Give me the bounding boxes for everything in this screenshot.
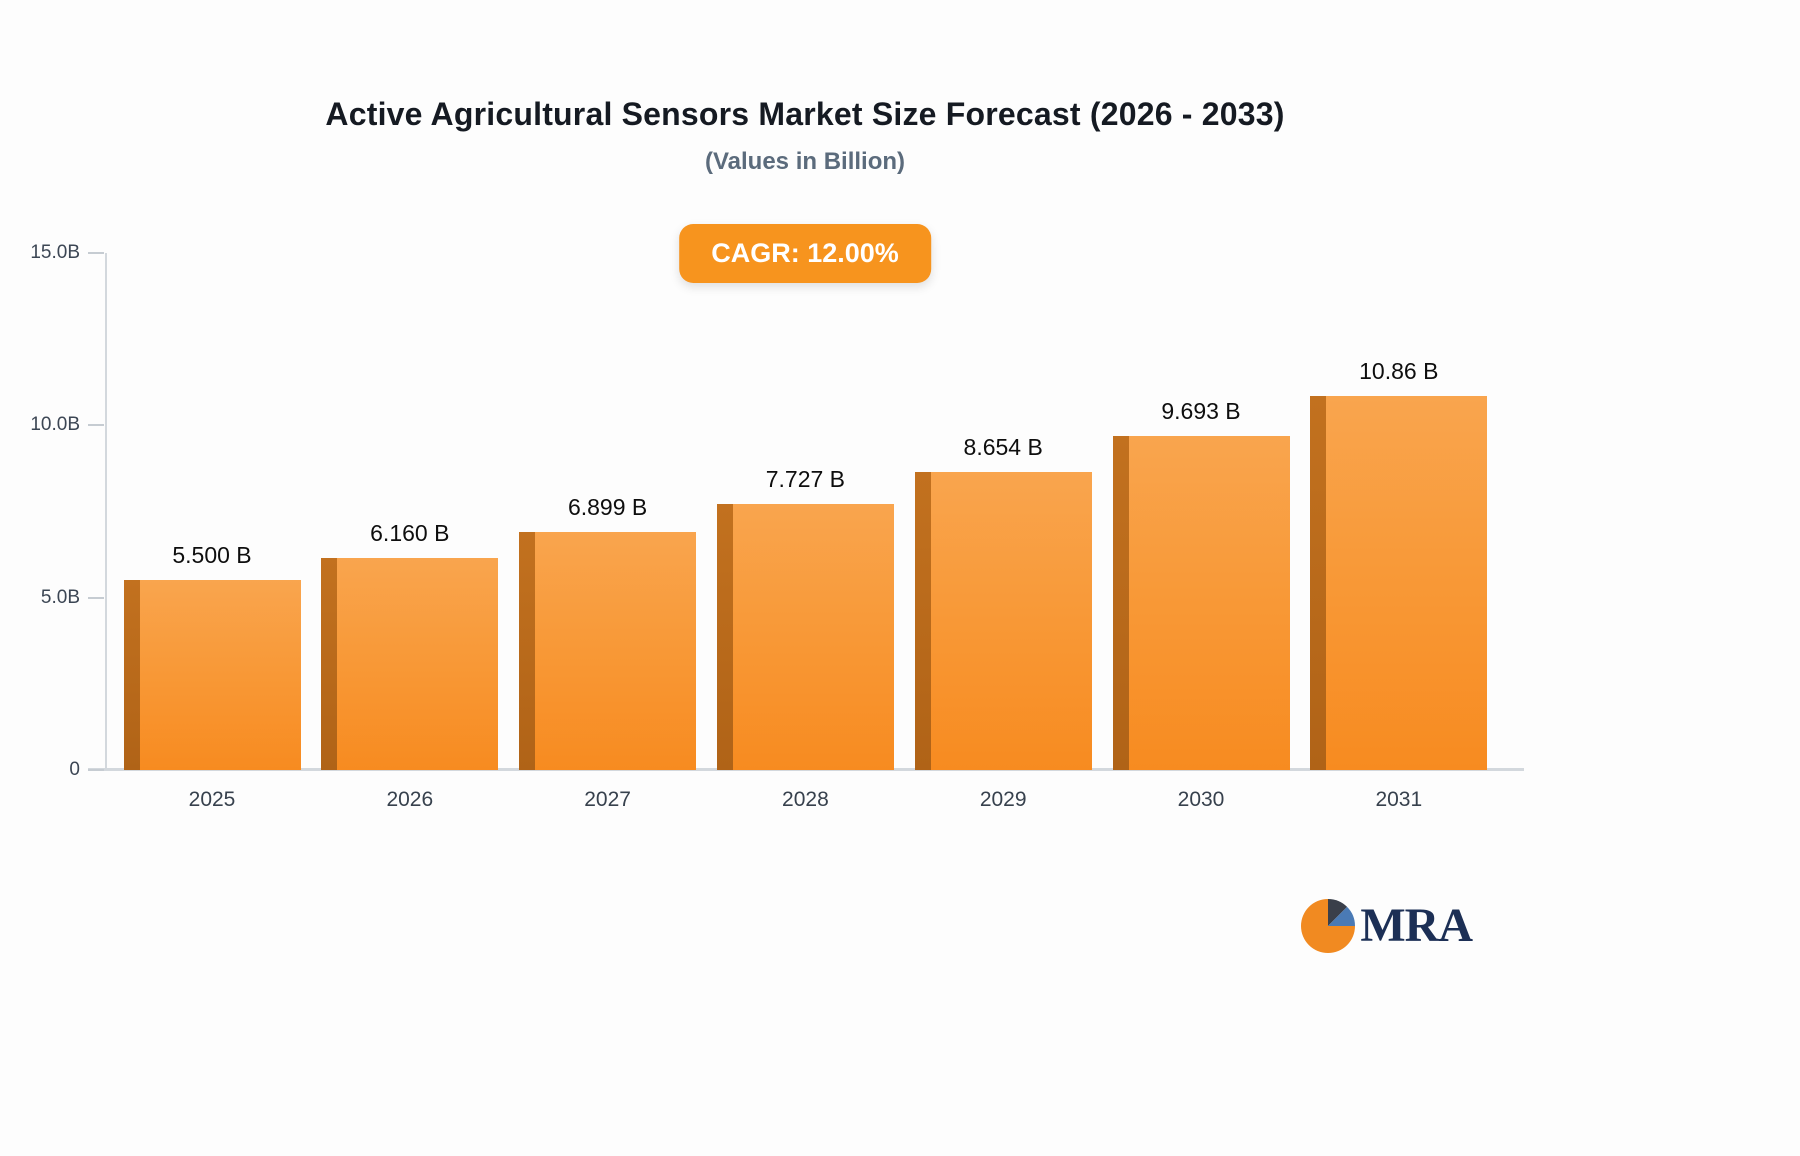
bar-value-label: 7.727 B	[765, 466, 846, 492]
cagr-badge: CAGR: 12.00%	[679, 224, 931, 283]
y-axis-tick-mark	[88, 596, 104, 599]
bar	[337, 558, 498, 770]
bar-3d-side	[124, 580, 140, 770]
y-axis-tick-label: 15.0B	[30, 242, 80, 263]
y-axis-tick-label: 5.0B	[40, 586, 80, 608]
mra-logo-text: MRA	[1360, 899, 1473, 952]
x-axis-category-label: 2028	[782, 788, 829, 811]
mra-logo-pie-icon	[1298, 896, 1358, 956]
chart-subtitle: (Values in Billion)	[704, 148, 906, 175]
bar	[535, 532, 696, 770]
bar-3d-side	[717, 504, 733, 770]
bar-3d-side	[321, 558, 337, 770]
bar-value-label: 9.693 B	[1161, 398, 1241, 424]
bar	[931, 472, 1092, 770]
bar-3d-side	[1113, 436, 1129, 770]
bar-value-label: 8.654 B	[963, 434, 1043, 460]
y-axis-tick-label: 0	[69, 759, 80, 780]
bar	[733, 504, 894, 770]
x-axis-category-label: 2026	[386, 788, 434, 811]
bar	[1326, 396, 1487, 770]
y-axis-line	[105, 253, 107, 770]
bar-value-label: 5.500 B	[172, 542, 252, 568]
y-axis-tick-mark	[88, 769, 104, 771]
x-axis-category-label: 2025	[188, 788, 236, 811]
x-axis-category-label: 2031	[1375, 788, 1423, 811]
y-axis-tick-mark	[88, 252, 104, 254]
y-axis-tick-label: 10.0B	[30, 414, 80, 436]
x-axis-category-label: 2029	[979, 788, 1027, 811]
bar-3d-side	[519, 532, 535, 770]
y-axis-tick-mark	[88, 424, 104, 427]
bar-value-label: 6.160 B	[370, 520, 450, 546]
bar-3d-side	[1310, 396, 1326, 770]
bar	[140, 580, 301, 770]
bar-3d-side	[915, 472, 931, 770]
x-axis-category-label: 2030	[1177, 788, 1225, 811]
mra-logo: MRA	[1298, 896, 1473, 956]
bar	[1129, 436, 1290, 770]
bar-value-label: 10.86 B	[1359, 358, 1439, 384]
chart-title: Active Agricultural Sensors Market Size …	[325, 96, 1285, 132]
x-axis-category-label: 2027	[584, 788, 631, 811]
bar-value-label: 6.899 B	[567, 494, 648, 520]
